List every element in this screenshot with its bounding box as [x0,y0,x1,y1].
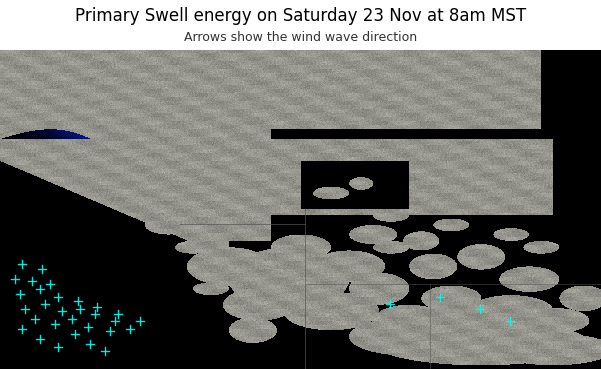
Text: Primary Swell energy on Saturday 23 Nov at 8am MST: Primary Swell energy on Saturday 23 Nov … [75,7,526,25]
Text: Arrows show the wind wave direction: Arrows show the wind wave direction [184,31,417,44]
